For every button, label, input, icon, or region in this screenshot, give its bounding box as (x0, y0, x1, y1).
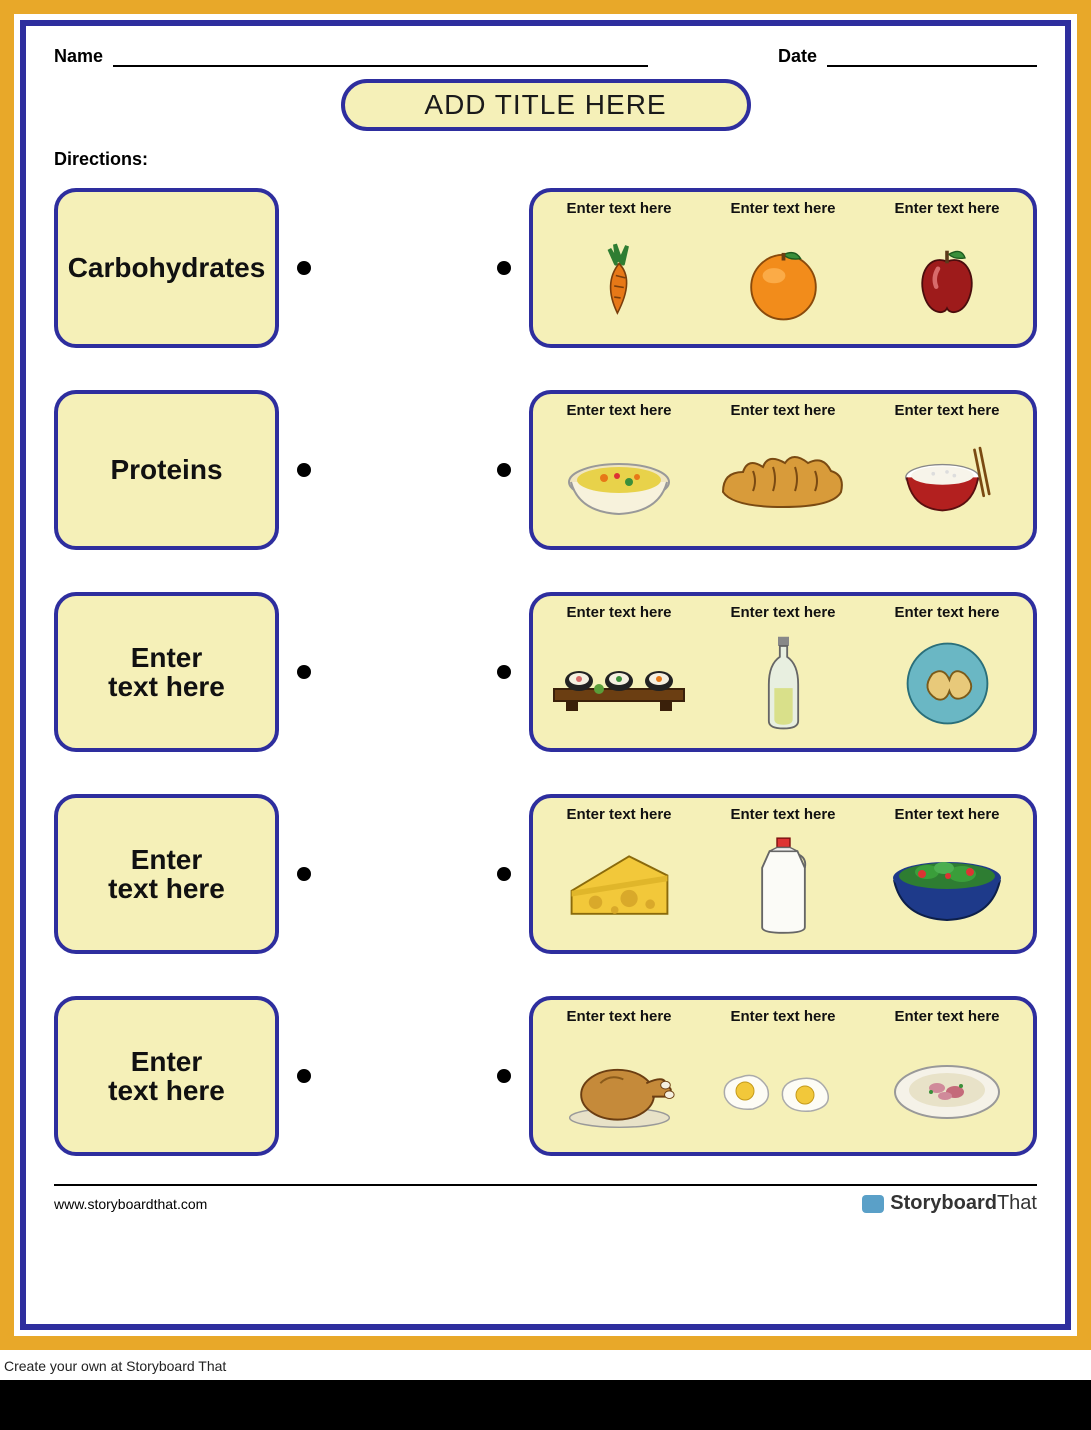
category-label-4: Enter text here (108, 845, 225, 904)
orange-icon (703, 221, 863, 338)
category-label-1: Carbohydrates (68, 253, 266, 282)
food-4b[interactable]: Enter text here (703, 806, 863, 944)
food-2b[interactable]: Enter text here (703, 402, 863, 540)
foods-box-1: Enter text here Enter text here (529, 188, 1037, 348)
salad-icon (867, 827, 1027, 944)
dot-right-4 (497, 867, 511, 881)
category-box-3[interactable]: Enter text here (54, 592, 279, 752)
title-pill[interactable]: ADD TITLE HERE (341, 79, 751, 131)
outer-border: Name Date ADD TITLE HERE Directions: Car… (0, 0, 1091, 1350)
row-3: Enter text here Enter text here Enter te… (54, 592, 1037, 752)
speech-bubble-icon (862, 1195, 884, 1213)
row-2: Proteins Enter text here Enter text here (54, 390, 1037, 550)
name-field-line[interactable] (113, 47, 648, 67)
food-3c[interactable]: Enter text here (867, 604, 1027, 742)
category-label-2: Proteins (110, 455, 222, 484)
category-box-2[interactable]: Proteins (54, 390, 279, 550)
name-label: Name (54, 46, 103, 67)
carrot-icon (539, 221, 699, 338)
category-box-1[interactable]: Carbohydrates (54, 188, 279, 348)
food-4a[interactable]: Enter text here (539, 806, 699, 944)
food-4c[interactable]: Enter text here (867, 806, 1027, 944)
food-3b[interactable]: Enter text here (703, 604, 863, 742)
cheese-icon (539, 827, 699, 944)
worksheet-frame: Name Date ADD TITLE HERE Directions: Car… (20, 20, 1071, 1330)
dot-left-3 (297, 665, 311, 679)
date-field-line[interactable] (827, 47, 1037, 67)
category-label-5: Enter text here (108, 1047, 225, 1106)
food-5c[interactable]: Enter text here (867, 1008, 1027, 1146)
dot-right-1 (497, 261, 511, 275)
dot-left-4 (297, 867, 311, 881)
food-1b[interactable]: Enter text here (703, 200, 863, 338)
dot-left-5 (297, 1069, 311, 1083)
food-5b[interactable]: Enter text here (703, 1008, 863, 1146)
rice-icon (867, 423, 1027, 540)
eggs-icon (703, 1029, 863, 1146)
footer-url: www.storyboardthat.com (54, 1196, 207, 1212)
row-4: Enter text here Enter text here Enter te… (54, 794, 1037, 954)
category-box-4[interactable]: Enter text here (54, 794, 279, 954)
food-1a[interactable]: Enter text here (539, 200, 699, 338)
food-2c[interactable]: Enter text here (867, 402, 1027, 540)
date-label: Date (778, 46, 817, 67)
food-5a[interactable]: Enter text here (539, 1008, 699, 1146)
foods-box-3: Enter text here Enter text here (529, 592, 1037, 752)
foods-box-4: Enter text here Enter text here (529, 794, 1037, 954)
row-5: Enter text here Enter text here Enter te… (54, 996, 1037, 1156)
plate-icon (867, 1029, 1027, 1146)
bread-icon (703, 423, 863, 540)
row-1: Carbohydrates Enter text here Enter text… (54, 188, 1037, 348)
food-2a[interactable]: Enter text here (539, 402, 699, 540)
food-1c[interactable]: Enter text here (867, 200, 1027, 338)
foods-box-5: Enter text here Enter text here (529, 996, 1037, 1156)
oil-icon (703, 625, 863, 742)
foods-box-2: Enter text here Enter text here (529, 390, 1037, 550)
dot-right-5 (497, 1069, 511, 1083)
header-row: Name Date (54, 46, 1037, 67)
directions-label: Directions: (54, 149, 1037, 170)
milk-icon (703, 827, 863, 944)
sushi-icon (539, 625, 699, 742)
dot-left-2 (297, 463, 311, 477)
peanut-icon (867, 625, 1027, 742)
dot-right-3 (497, 665, 511, 679)
dot-left-1 (297, 261, 311, 275)
soup-icon (539, 423, 699, 540)
bottom-caption: Create your own at Storyboard That (0, 1350, 1091, 1380)
category-box-5[interactable]: Enter text here (54, 996, 279, 1156)
category-label-3: Enter text here (108, 643, 225, 702)
food-3a[interactable]: Enter text here (539, 604, 699, 742)
footer-bar: www.storyboardthat.com StoryboardThat (54, 1184, 1037, 1215)
turkey-icon (539, 1029, 699, 1146)
storyboardthat-logo: StoryboardThat (862, 1192, 1037, 1215)
matching-rows: Carbohydrates Enter text here Enter text… (54, 188, 1037, 1156)
dot-right-2 (497, 463, 511, 477)
apple-icon (867, 221, 1027, 338)
